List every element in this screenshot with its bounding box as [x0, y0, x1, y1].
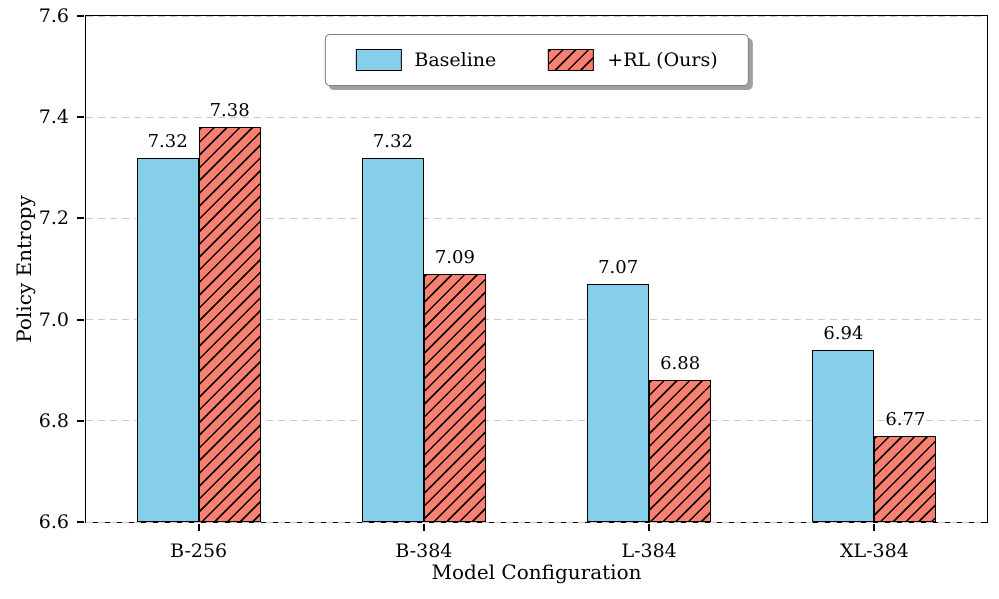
y-tick-mark [77, 419, 84, 422]
gridline [86, 521, 986, 523]
gridline [86, 420, 986, 422]
x-axis-label: Model Configuration [431, 560, 642, 584]
y-tick-label: 7.4 [38, 106, 69, 129]
y-tick-label: 7.0 [38, 308, 69, 331]
y-tick-mark [77, 318, 84, 321]
bar-value-label: 7.38 [209, 100, 250, 122]
x-tick-mark [873, 524, 876, 531]
bar-value-label: 7.32 [372, 130, 413, 152]
bar-baseline-b-384 [361, 157, 424, 522]
bar-value-label: 7.07 [598, 257, 639, 279]
y-tick-label: 6.6 [38, 511, 69, 533]
bar-value-label: 6.88 [660, 353, 701, 375]
gridline [86, 15, 986, 17]
y-tick-label: 7.2 [38, 207, 69, 230]
bar-rl-ours-xl-384 [874, 435, 937, 522]
bar-value-label: 7.32 [147, 130, 188, 152]
x-tick-label: XL-384 [839, 540, 909, 562]
y-tick-mark [77, 15, 84, 17]
bar-value-label: 7.09 [434, 247, 475, 269]
bar-baseline-b-256 [136, 157, 199, 522]
gridline [86, 319, 986, 321]
legend-item-baseline: Baseline [355, 49, 496, 71]
gridline [86, 217, 986, 219]
x-tick-label: L-384 [621, 540, 677, 562]
x-tick-mark [648, 524, 651, 531]
x-tick-label: B-384 [395, 540, 453, 562]
plot-area: Baseline +RL (Ours) 6.6 6.8 7.0 7.2 7.4 7.6 B-… [39, 5, 988, 562]
gridline [86, 116, 986, 118]
x-tick-label: B-256 [170, 540, 228, 562]
legend-label-rl-ours: +RL (Ours) [607, 49, 718, 71]
legend: Baseline +RL (Ours) [324, 34, 749, 86]
y-tick-mark [77, 521, 84, 523]
bar-baseline-xl-384 [812, 349, 875, 522]
y-tick-mark [77, 217, 84, 220]
x-tick-mark [197, 524, 200, 531]
bar-rl-ours-b-384 [423, 274, 486, 522]
legend-label-baseline: Baseline [414, 49, 497, 71]
bar-rl-ours-b-256 [198, 127, 261, 522]
bar-value-label: 6.94 [823, 322, 864, 344]
legend-swatch-rl-ours [548, 49, 595, 71]
legend-swatch-baseline [355, 49, 402, 71]
y-tick-label: 6.8 [38, 409, 69, 432]
bar-baseline-l-384 [587, 284, 650, 522]
x-tick-mark [422, 524, 425, 531]
legend-item-rl-ours: +RL (Ours) [548, 49, 718, 71]
bar-value-label: 6.77 [885, 408, 926, 430]
y-tick-mark [77, 116, 84, 119]
y-tick-label: 7.6 [38, 5, 69, 27]
bar-rl-ours-l-384 [649, 380, 712, 522]
